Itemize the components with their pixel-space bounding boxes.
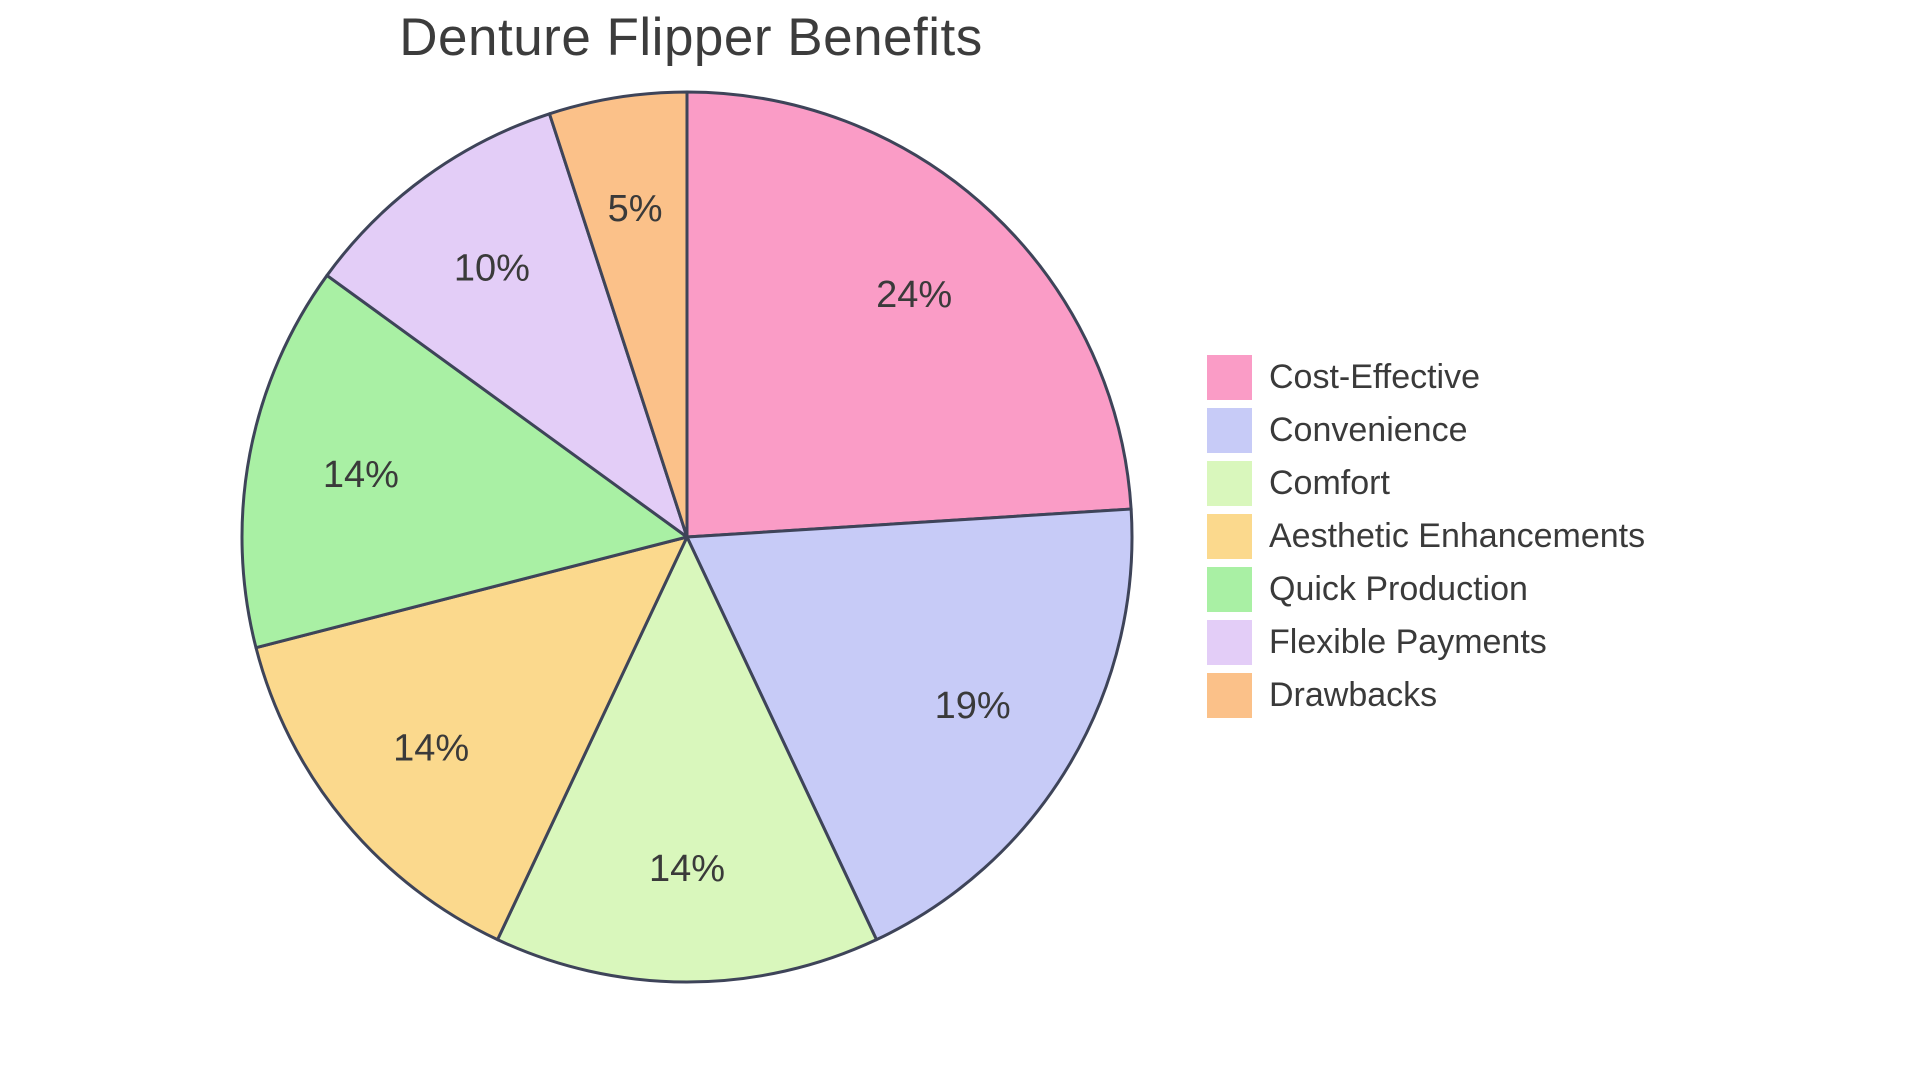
chart-title: Denture Flipper Benefits: [399, 8, 983, 67]
pie-slice-comfort: [496, 535, 878, 984]
legend-item: Quick Production: [1207, 567, 1645, 612]
legend-item: Aesthetic Enhancements: [1207, 514, 1645, 559]
pie-slice-convenience: [685, 507, 1134, 942]
legend-label: Aesthetic Enhancements: [1269, 517, 1646, 555]
pie-slice-cost-effective: [685, 90, 1133, 539]
legend-label: Convenience: [1269, 411, 1468, 449]
chart-legend: Cost-Effective Convenience Comfort Aestheti…: [1207, 355, 1645, 726]
legend-label: Quick Production: [1269, 570, 1528, 608]
legend-swatch: [1207, 355, 1252, 400]
legend-swatch: [1207, 514, 1252, 559]
legend-item: Convenience: [1207, 408, 1645, 453]
pie-slice-flexible-payments: [325, 112, 689, 539]
legend-item: Comfort: [1207, 461, 1645, 506]
pie-slice-percent-label: 24%: [876, 274, 952, 316]
legend-swatch: [1207, 567, 1252, 612]
pie-slice-percent-label: 14%: [323, 454, 399, 496]
legend-swatch: [1207, 620, 1252, 665]
legend-item: Flexible Payments: [1207, 620, 1645, 665]
legend-label: Flexible Payments: [1269, 623, 1547, 661]
legend-swatch: [1207, 408, 1252, 453]
pie-slice-percent-label: 14%: [393, 728, 469, 770]
legend-swatch: [1207, 461, 1252, 506]
pie-slice-percent-label: 14%: [649, 848, 725, 890]
pie-slice-drawbacks: [547, 90, 689, 539]
pie-slice-percent-label: 5%: [608, 188, 663, 230]
legend-swatch: [1207, 673, 1252, 718]
legend-item: Drawbacks: [1207, 673, 1645, 718]
legend-label: Drawbacks: [1269, 676, 1438, 714]
legend-label: Cost-Effective: [1269, 358, 1481, 396]
pie-slice-quick-production: [240, 273, 689, 650]
legend-item: Cost-Effective: [1207, 355, 1645, 400]
pie-slice-aesthetic-enhancements: [254, 535, 689, 942]
pie-slice-percent-label: 19%: [935, 685, 1011, 727]
legend-label: Comfort: [1269, 464, 1390, 502]
pie-slice-percent-label: 10%: [454, 247, 530, 289]
